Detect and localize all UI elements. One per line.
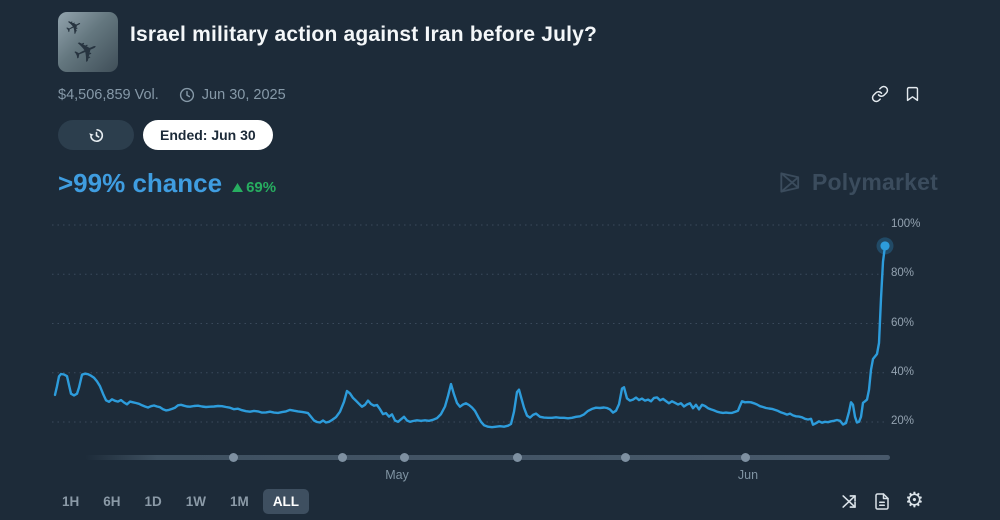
y-axis-label: 80% [891,267,915,280]
scrubber-dot[interactable] [337,453,347,462]
bookmark-icon[interactable] [904,85,921,103]
range-button-1w[interactable]: 1W [176,489,216,514]
y-axis-label: 20% [891,415,915,427]
history-button[interactable] [58,120,134,150]
scrubber-dot[interactable] [512,453,522,462]
x-axis-label: Jun [737,468,759,482]
document-icon[interactable] [873,492,891,511]
watermark-text: Polymarket [812,169,939,195]
end-dot-glow [876,237,894,255]
chart-tools: ⚙ [840,490,924,512]
range-button-1m[interactable]: 1M [220,489,259,514]
chance-value: >99% chance [58,168,223,198]
fighter-jets-image: ✈ ✈ [58,12,118,72]
polymarket-logo-icon [780,172,800,193]
up-triangle-icon [232,183,244,192]
chance-change: 69% [232,179,276,196]
range-button-1h[interactable]: 1H [52,489,89,514]
polymarket-watermark: Polymarket [776,169,938,196]
history-icon [88,127,105,144]
market-actions [871,85,921,103]
end-date-text: Jun 30, 2025 [201,87,286,103]
scrubber-dot[interactable] [399,453,409,462]
chance-change-value: 69% [246,179,277,196]
range-button-all[interactable]: ALL [262,489,310,514]
price-line [53,244,887,429]
market-thumbnail: ✈ ✈ [58,12,118,72]
range-button-1d[interactable]: 1D [135,489,172,514]
link-icon[interactable] [871,85,889,103]
scrubber-dot[interactable] [620,453,630,462]
page-title: Israel military action against Iran befo… [130,23,598,46]
y-axis-label: 100% [891,218,921,230]
range-button-6h[interactable]: 6H [93,489,130,514]
scrubber-dot[interactable] [740,453,750,462]
status-row: Ended: Jun 30 [58,120,273,150]
scrubber-dot[interactable] [228,453,238,462]
end-dot [880,241,890,251]
timeline-scrubber[interactable] [85,455,890,460]
time-range-selector: 1H 6H 1D 1W 1M ALL [52,489,310,514]
volume-text: $4,506,859 Vol. [58,87,159,103]
settings-icon[interactable]: ⚙ [905,489,924,512]
compare-icon[interactable] [840,492,859,511]
clock-icon [179,87,195,103]
ended-badge[interactable]: Ended: Jun 30 [143,120,273,150]
y-axis-label: 40% [891,365,915,378]
y-axis-label: 60% [891,316,915,329]
market-stats-row: $4,506,859 Vol. Jun 30, 2025 [58,87,286,103]
outcome-row: >99% chance 69% [58,168,276,199]
x-axis-label: May [385,468,409,482]
